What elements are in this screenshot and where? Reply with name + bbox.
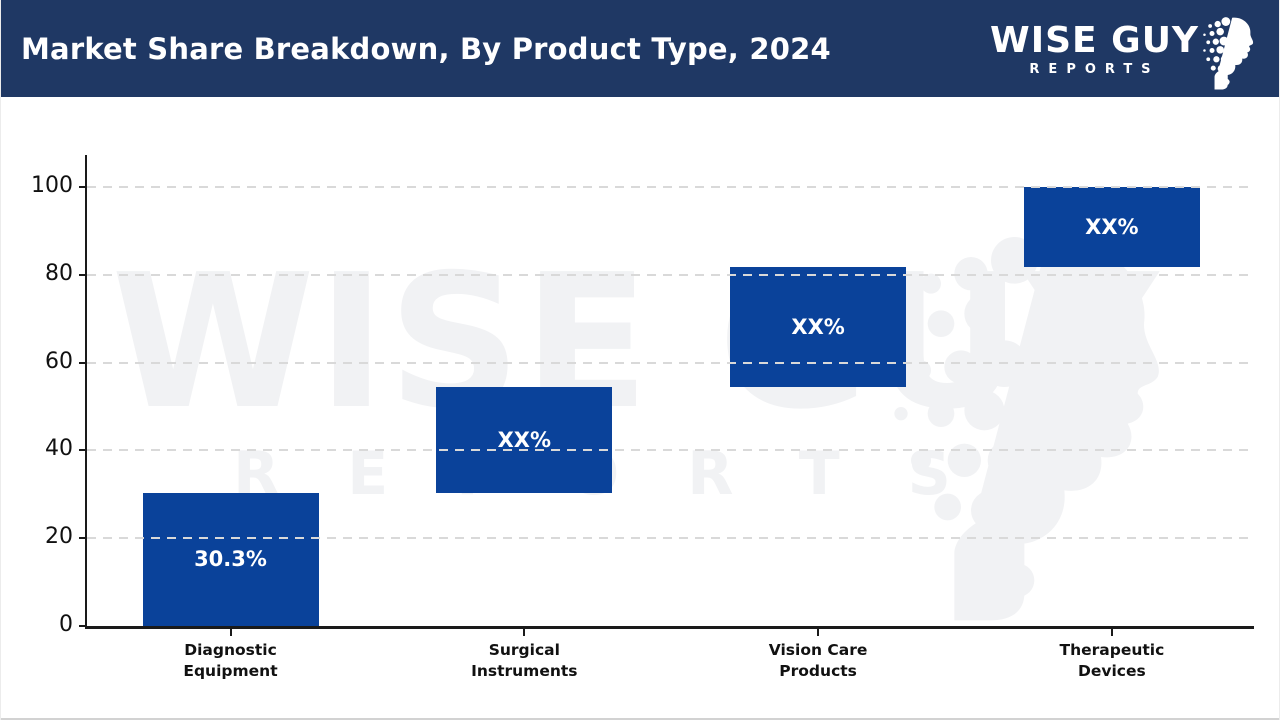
y-axis-tick: [79, 273, 87, 276]
chart-area: WISE GUY REPORTS 30.3% XX% XX% XX% 0 20 40 60 80…: [1, 97, 1279, 718]
bar-value-label: 30.3%: [194, 547, 267, 572]
gridline: [87, 449, 1254, 452]
x-axis-tick: [229, 628, 232, 636]
x-axis-line: [85, 626, 1254, 629]
x-axis-tick: [1110, 628, 1113, 636]
y-tick-label: 60: [45, 348, 73, 374]
y-tick-label: 20: [45, 524, 73, 550]
x-tick-label: Diagnostic Equipment: [183, 641, 278, 680]
gridline: [87, 361, 1254, 364]
logo-face-icon: [1203, 17, 1254, 90]
chart-title: Market Share Breakdown, By Product Type,…: [21, 31, 831, 66]
bottom-border: [1, 718, 1279, 720]
background-watermark-face-icon: [894, 237, 1159, 621]
y-axis-tick: [79, 625, 87, 627]
x-axis-tick: [817, 628, 820, 636]
y-axis-tick: [79, 449, 87, 452]
logo-subtitle: REPORTS: [1029, 62, 1160, 77]
logo-text: WISE GUY REPORTS: [989, 20, 1199, 78]
gridline: [87, 186, 1254, 188]
gridline: [87, 273, 1254, 276]
x-axis-tick: [523, 628, 526, 636]
bar-segment: [730, 266, 907, 387]
bar-value-label: XX%: [497, 427, 552, 452]
y-axis-tick: [79, 186, 87, 188]
y-axis-tick: [79, 537, 87, 540]
bar-value-label: XX%: [791, 314, 845, 339]
gridline: [87, 537, 1254, 540]
x-tick-label: Vision Care Products: [768, 641, 868, 680]
bar-segment: [142, 492, 319, 626]
y-axis-line: [85, 155, 87, 629]
y-tick-label: 0: [59, 612, 73, 637]
header-band: Market Share Breakdown, By Product Type,…: [1, 0, 1279, 97]
x-tick-label: Surgical Instruments: [471, 641, 578, 680]
y-tick-label: 80: [45, 260, 73, 286]
bar-segment: [436, 386, 613, 493]
wise-guy-reports-logo: WISE GUY REPORTS: [990, 6, 1267, 94]
x-tick-label: Therapeutic Devices: [1059, 641, 1165, 680]
y-axis-tick: [79, 361, 87, 364]
logo-wordmark: WISE GUY: [989, 20, 1199, 61]
y-tick-label: 40: [45, 436, 73, 462]
bar-value-label: XX%: [1085, 214, 1139, 239]
y-tick-label: 100: [31, 173, 73, 198]
